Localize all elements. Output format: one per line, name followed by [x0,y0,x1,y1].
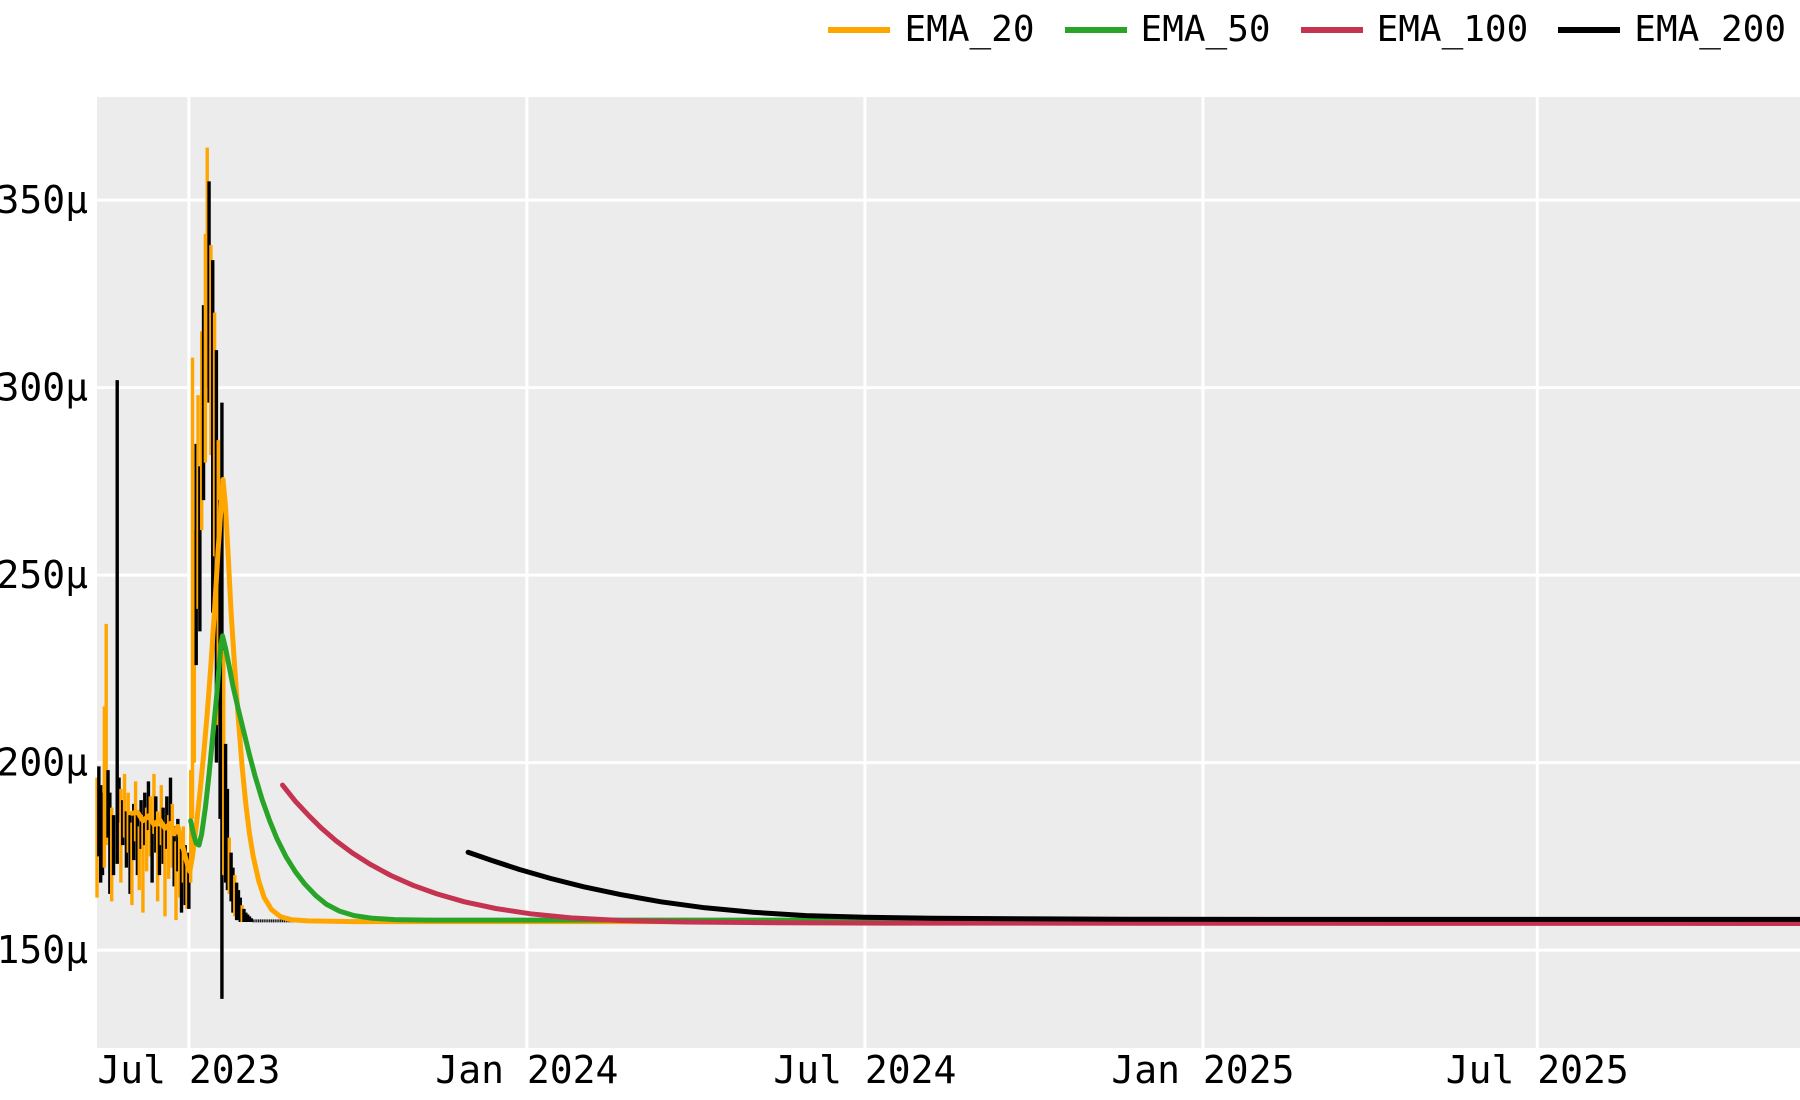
y-tick-label: 350µ [0,178,88,222]
y-tick-label: 300µ [0,366,88,410]
legend-line-swatch [1300,26,1363,33]
y-tick-label: 150µ [0,928,88,972]
legend-line-swatch [1064,26,1127,33]
x-tick-label: Jul 2024 [773,1048,956,1092]
legend-label: EMA_20 [904,9,1035,50]
legend-line-swatch [828,26,891,33]
ema-line-ema_50 [188,633,1800,923]
legend-line-swatch [1558,26,1621,33]
x-tick-label: Jan 2025 [1111,1048,1294,1092]
y-tick-label: 200µ [0,741,88,785]
legend-item-ema_50: EMA_50 [1064,9,1271,50]
x-tick-label: Jul 2023 [97,1048,280,1092]
x-axis-tick-labels: Jul 2023 Jan 2024 Jul 2024 Jan 2025 Jul 2025 [97,1048,1628,1092]
legend-item-ema_20: EMA_20 [828,9,1035,50]
ema-line-ema_200 [465,849,1800,922]
y-tick-label: 250µ [0,553,88,597]
chart-legend: EMA_20 EMA_50 EMA_100 EMA_200 [828,10,1786,50]
legend-label: EMA_50 [1140,9,1271,50]
x-tick-label: Jul 2025 [1446,1048,1629,1092]
ema-line-ema_100 [280,782,1800,926]
y-axis-tick-labels: 150µ 200µ 250µ 300µ 350µ [0,178,88,972]
ema-line-ema_20 [129,477,1800,925]
legend-item-ema_200: EMA_200 [1558,10,1786,50]
plot-background [97,97,1800,1048]
legend-label: EMA_200 [1634,9,1786,50]
x-tick-label: Jan 2024 [435,1048,618,1092]
legend-item-ema_100: EMA_100 [1300,9,1529,50]
legend-label: EMA_100 [1376,9,1529,50]
gridlines [97,97,1800,1048]
